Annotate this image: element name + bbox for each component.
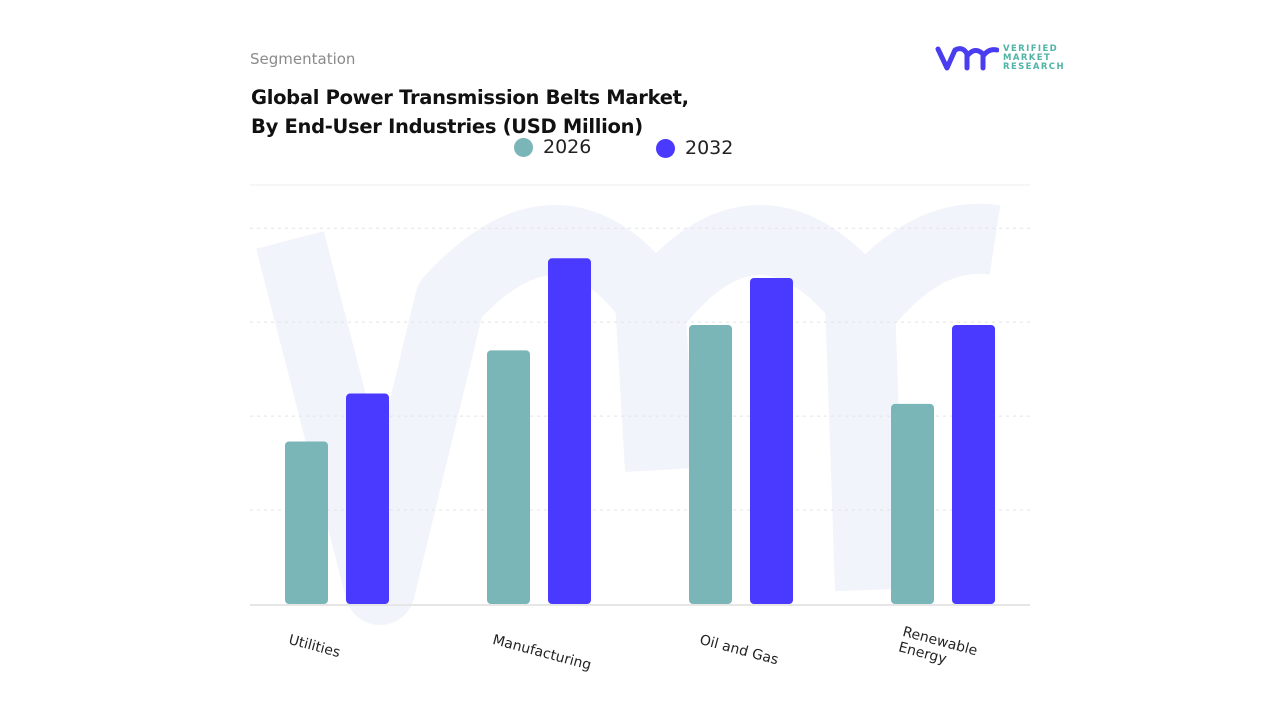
logo-line-3: RESEARCH [1003,61,1065,72]
segment-label: Segmentation [250,50,356,68]
bar-2032-1 [548,258,591,604]
title-line-1: Global Power Transmission Belts Market, [251,86,689,109]
legend-swatch-2032 [656,138,675,158]
bar-2032-3 [952,324,995,604]
legend-label-2026: 2026 [543,136,592,158]
bar-2026-0 [285,441,328,604]
watermark-logo [256,203,1001,625]
bar-2032-2 [750,278,793,604]
legend-item-2032: 2032 [656,137,733,159]
logo-text: VERIFIED MARKET RESEARCH [1003,43,1065,72]
logo-line-1: VERIFIED [1003,43,1059,54]
legend-item-2026: 2026 [514,136,591,158]
bar-2026-1 [487,350,530,604]
vmr-logo-mark [935,46,999,71]
legend-label-2032: 2032 [685,137,734,159]
legend-swatch-2026 [514,137,533,157]
vmr-logo: VERIFIED MARKET RESEARCH [935,44,1065,72]
bar-2026-2 [689,324,732,604]
chart-title: Global Power Transmission Belts Market, … [251,83,689,141]
bar-2026-3 [891,403,934,604]
title-line-2: By End-User Industries (USD Million) [251,115,643,138]
bar-2032-0 [346,393,389,604]
logo-line-2: MARKET [1003,52,1052,63]
